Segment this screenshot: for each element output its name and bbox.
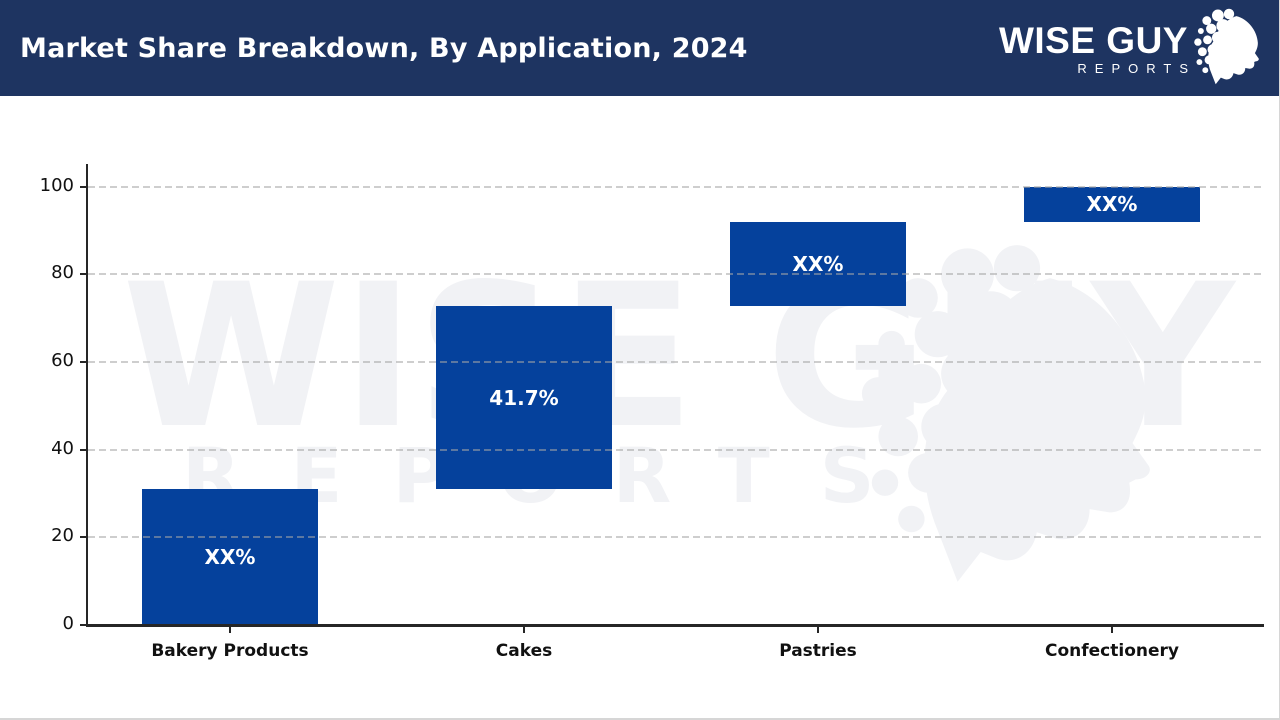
bar-value-label: XX% [204,545,256,570]
x-tick-mark [229,627,231,633]
y-tick-mark [80,536,86,539]
bar-segment: 41.7% [436,306,612,490]
wise-guy-logo: WISE GUY REPORTS [999,7,1279,89]
chart-title: Market Share Breakdown, By Application, … [20,32,748,64]
bar-segment: XX% [1024,186,1200,223]
y-tick-mark [80,448,86,451]
bar-segment: XX% [142,489,318,625]
y-tick-mark [80,360,86,363]
x-category-label: Cakes [495,641,553,661]
bar-value-label: 41.7% [489,385,559,410]
gridline [88,536,1262,539]
gridline [88,360,1262,363]
y-tick-label: 100 [39,174,74,196]
logo-text: WISE GUY REPORTS [999,22,1188,75]
logo-head-icon [1194,8,1259,85]
bar-segment: XX% [730,222,906,307]
y-tick-label: 0 [62,613,74,634]
x-category-label: Pastries [779,641,857,661]
bar-value-label: XX% [1086,192,1138,217]
x-axis-line [86,624,1264,627]
y-tick-mark [80,624,86,626]
gridline [88,448,1262,451]
y-tick-label: 80 [51,262,74,284]
y-tick-label: 60 [51,349,74,371]
x-category-label: Confectionery [1045,641,1179,661]
x-category-label: Bakery Products [151,641,309,661]
y-tick-mark [80,273,86,276]
bar-value-label: XX% [792,252,844,277]
gridline [88,273,1262,276]
y-tick-label: 40 [51,437,74,459]
y-axis-line [86,164,88,627]
logo-subtext: REPORTS [1077,60,1196,76]
y-tick-label: 20 [51,525,74,547]
header: Market Share Breakdown, By Application, … [0,0,1279,96]
y-tick-mark [80,185,86,188]
x-tick-mark [523,627,525,633]
logo-wordmark: WISE GUY [998,19,1188,61]
gridline [88,185,1262,188]
x-tick-mark [817,627,819,633]
x-tick-mark [1111,627,1113,633]
